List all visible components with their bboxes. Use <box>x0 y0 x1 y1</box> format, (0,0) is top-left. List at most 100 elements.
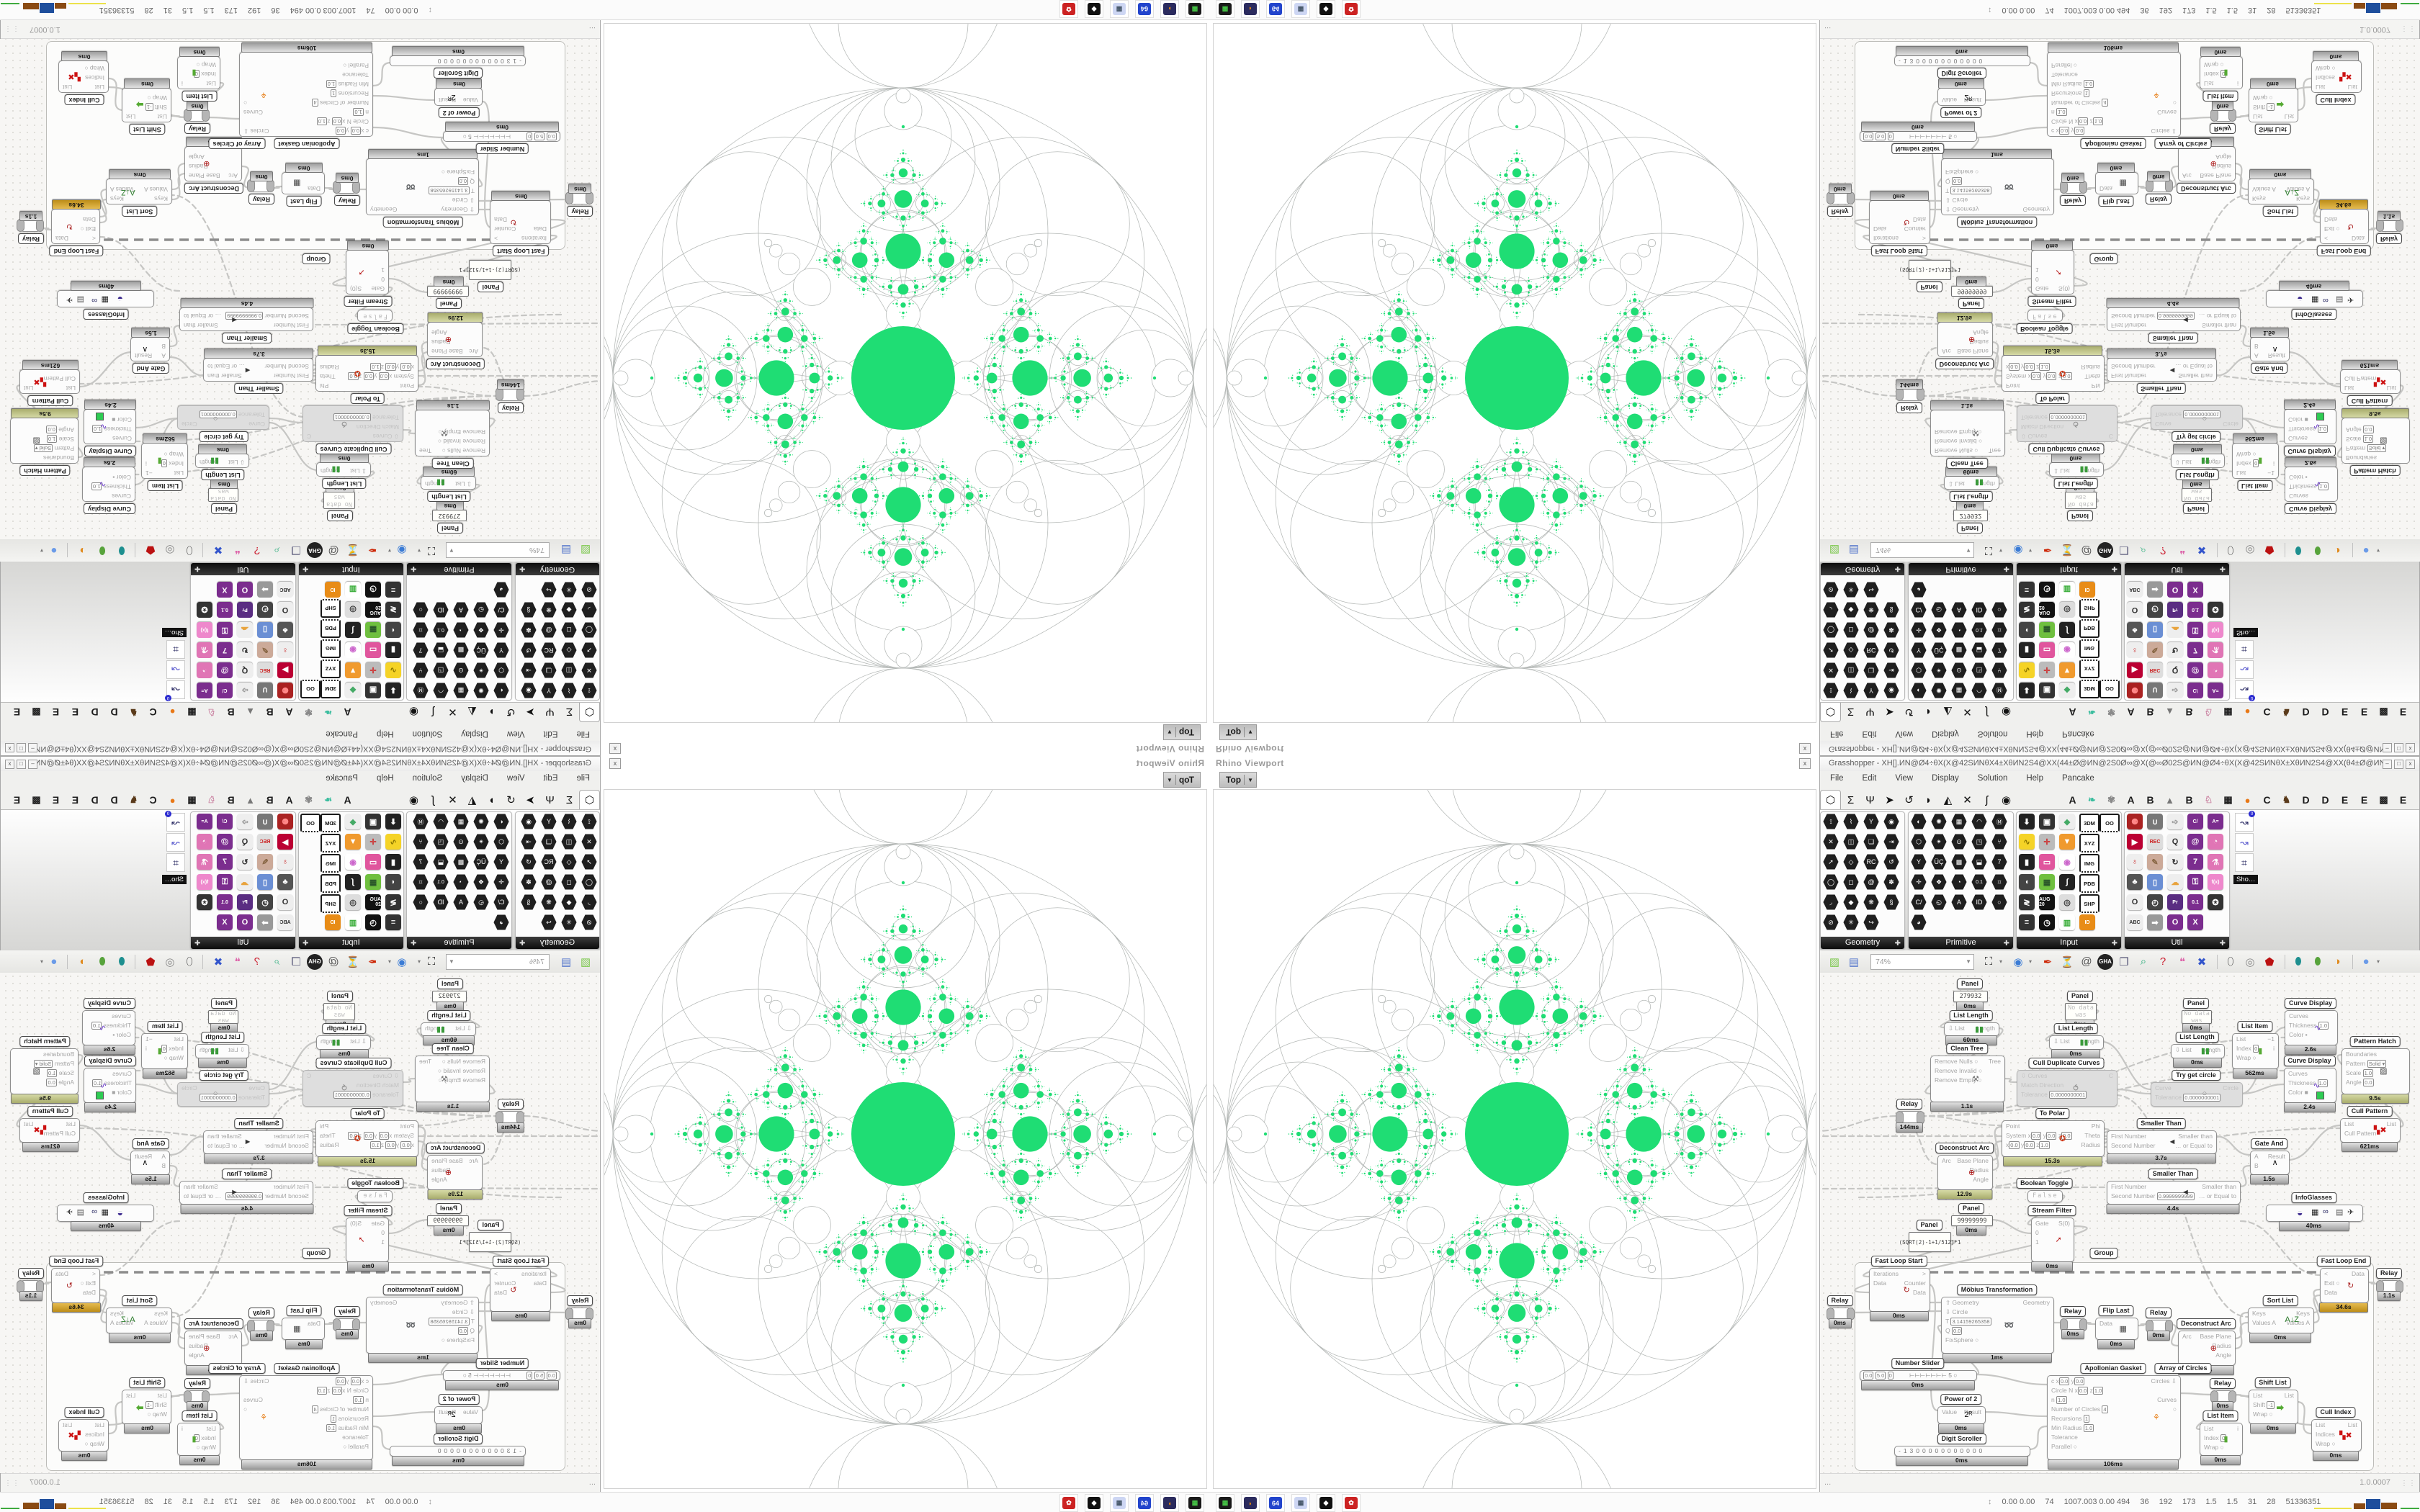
component-icon[interactable]: Pr <box>2167 894 2183 910</box>
toolbar-gem[interactable]: ⬟ <box>2264 955 2275 968</box>
grasshopper-titlebar[interactable]: Grasshopper - XH[].ИN@Ø4÷θX(X@42SИNθX4±X… <box>1 741 600 755</box>
component-icon[interactable]: ↪ <box>1863 582 1879 598</box>
close-button[interactable]: x <box>5 760 14 769</box>
toolbar-help-box[interactable]: ? <box>2159 544 2166 557</box>
component-icon[interactable]: ▥ <box>2059 914 2075 930</box>
menu-pancake[interactable]: Pancake <box>326 774 358 783</box>
component-icon[interactable]: ✴ <box>1931 662 1947 678</box>
gh-component-node[interactable]: A B Result ∧ <box>2250 1151 2290 1175</box>
component-icon[interactable]: ❏ <box>1863 834 1879 850</box>
tab-plugin-8[interactable]: ▦ <box>187 707 197 718</box>
toolbar-gem[interactable]: ⬟ <box>145 955 156 968</box>
chevron-down-icon[interactable]: ▼ <box>1166 776 1173 783</box>
gh-component-node[interactable]: Boundaries Pattern Solid ▾ Scale 1.0 Angle … <box>2341 418 2410 464</box>
gh-component-node[interactable]: ⇩ Curves Match Direction Tolerance 0.00000… <box>2017 1070 2118 1107</box>
tab-category-4[interactable]: ↺ <box>1904 794 1914 806</box>
component-icon[interactable]: ↻ <box>2167 854 2183 870</box>
component-icon[interactable]: ◆ <box>1843 602 1859 618</box>
component-icon[interactable]: ≡ <box>385 582 401 598</box>
component-icon[interactable]: ◴ <box>2147 894 2163 910</box>
tab-category-1[interactable]: Σ <box>565 793 573 806</box>
panel-label[interactable]: Primitive ✚ <box>1909 937 2013 949</box>
toolbar-help-box[interactable]: ? <box>254 955 261 968</box>
relay-node[interactable] <box>335 182 358 194</box>
tab-plugin-11[interactable]: ♞ <box>129 707 138 718</box>
component-icon[interactable]: ↪ <box>1863 914 1879 930</box>
component-icon[interactable]: ✕ <box>1823 834 1839 850</box>
panel-label[interactable]: Input ✚ <box>299 937 403 949</box>
component-icon[interactable]: ◵ <box>1931 602 1947 618</box>
component-icon[interactable]: C/ <box>2187 814 2203 829</box>
component-icon[interactable]: REC <box>257 662 273 678</box>
component-icon[interactable]: ➩ <box>237 683 253 698</box>
gh-component-node[interactable]: First Number Second Number Smaller than… o… <box>203 1130 313 1154</box>
gh-component-node[interactable]: ⇧ Geometry ⇩ Circle T 3.14159265358 Q 0.0 Fi… <box>1941 158 2054 215</box>
component-icon[interactable]: ◔ <box>453 622 469 638</box>
component-icon[interactable]: ♣ <box>2127 874 2143 890</box>
tab-plugin-8[interactable]: ▦ <box>2223 794 2233 805</box>
sho-icon[interactable]: ↝ <box>166 660 185 679</box>
menu-solution[interactable]: Solution <box>1977 729 2008 738</box>
gh-component-node[interactable]: Curves Thickness 1.0 Color ■ ∿ <box>84 409 136 444</box>
infoglasses-node[interactable]: ◒ ▦ ∞ ▤ ✈ <box>57 1205 154 1222</box>
floppy64-icon[interactable]: 64 <box>1135 1494 1154 1512</box>
tab-plugin-6[interactable]: B <box>227 706 235 718</box>
component-icon[interactable]: ≡ <box>2019 914 2035 930</box>
component-icon[interactable]: ✳ <box>1843 582 1859 598</box>
component-icon[interactable]: ⬇ <box>2019 814 2035 829</box>
component-icon-pdb[interactable]: PDB <box>321 874 341 893</box>
component-icon[interactable]: ◐ <box>493 814 509 829</box>
relay-node[interactable] <box>498 389 522 401</box>
gh-component-node[interactable]: ⇧ Geometry ⇩ Circle T 3.14159265358 Q 0.0 Fi… <box>366 1297 479 1354</box>
component-icon[interactable]: ◯ <box>1823 622 1839 638</box>
gh-component-node[interactable]: Curves Thickness 1.0 Color ▪ ∿ <box>82 1010 135 1045</box>
menu-help[interactable]: Help <box>376 774 394 783</box>
panel-label[interactable]: Input ✚ <box>2017 937 2121 949</box>
chevron-down-icon[interactable]: ▾ <box>40 547 43 554</box>
gh-panel-node[interactable]: 279932 <box>432 991 467 1002</box>
component-icon[interactable]: ◎ <box>345 894 361 910</box>
boolean-toggle-node[interactable]: False <box>2027 310 2063 322</box>
component-icon[interactable]: ➡ <box>2147 914 2163 930</box>
gh-component-node[interactable]: ⇩ List Length ▮▮ <box>1944 1022 1999 1036</box>
gh-component-node[interactable]: ⇩ List Length ▮▮ <box>1944 476 1999 490</box>
component-icon[interactable]: ◆ <box>1843 894 1859 910</box>
component-icon[interactable]: ⊙ <box>1951 662 1967 678</box>
component-icon[interactable]: ◆ <box>345 683 361 698</box>
digit-scroller-node[interactable]: -1300000000000 <box>390 55 526 66</box>
tab-plugin-1[interactable]: ❧ <box>2088 794 2096 805</box>
component-icon[interactable]: ➡ <box>2147 582 2163 598</box>
component-icon[interactable]: ∿ <box>385 834 401 850</box>
gh-component-node[interactable]: List Cull Pattern List ▚✖ <box>19 369 80 394</box>
toolbar-sphere-orange[interactable]: ◑ <box>2334 955 2341 968</box>
gh-panel-node[interactable]: 99999999 <box>1951 1215 1993 1226</box>
component-icon-img[interactable]: IMG <box>2079 854 2099 873</box>
tab-category-0[interactable]: ⬡ <box>579 703 600 722</box>
component-icon[interactable]: A= <box>197 814 212 829</box>
tab-plugin-3[interactable]: A <box>2127 706 2135 718</box>
tab-plugin-6[interactable]: B <box>227 794 235 806</box>
gh-component-node[interactable]: Arc Base Plane Radius Angle ⊕ <box>427 1155 483 1190</box>
component-icon[interactable]: Ⓜ <box>413 814 429 829</box>
tab-plugin-12[interactable]: D <box>2302 706 2310 718</box>
component-icon[interactable]: ⚗ <box>2208 642 2223 658</box>
menu-solution[interactable]: Solution <box>1977 774 2008 783</box>
component-icon[interactable]: ⚗ <box>197 854 212 870</box>
grasshopper-titlebar[interactable]: Grasshopper - XH[].ИN@Ø4÷θX(X@42SИNθX4±X… <box>1 757 600 771</box>
component-icon[interactable]: ◆ <box>561 602 577 618</box>
tab-category-3[interactable]: ➤ <box>1885 794 1894 806</box>
toolbar-at[interactable]: @ <box>2081 955 2092 968</box>
gh-panel-node[interactable]: 279932 <box>1953 510 1988 521</box>
fox-logo-icon[interactable]: ◆ <box>1085 1494 1103 1512</box>
component-icon-oo[interactable]: OO <box>300 680 321 698</box>
component-icon[interactable]: ⚈ <box>2127 814 2143 829</box>
tab-plugin-14[interactable]: E <box>71 794 79 806</box>
component-icon[interactable]: ✛ <box>1911 874 1927 890</box>
component-icon[interactable]: ✎ <box>2147 642 2163 658</box>
component-icon[interactable]: REC <box>257 834 273 850</box>
gh-component-node[interactable]: Arc Base Plane Radius Angle ⊕ <box>1937 322 1993 357</box>
component-icon[interactable]: ∫ <box>2059 622 2075 638</box>
component-icon[interactable]: ∪ <box>257 814 273 829</box>
toolbar-vase[interactable]: ⏳ <box>346 544 360 557</box>
gh-component-node[interactable]: Arc Base Plane Radius Angle ⊕ <box>2178 146 2236 181</box>
